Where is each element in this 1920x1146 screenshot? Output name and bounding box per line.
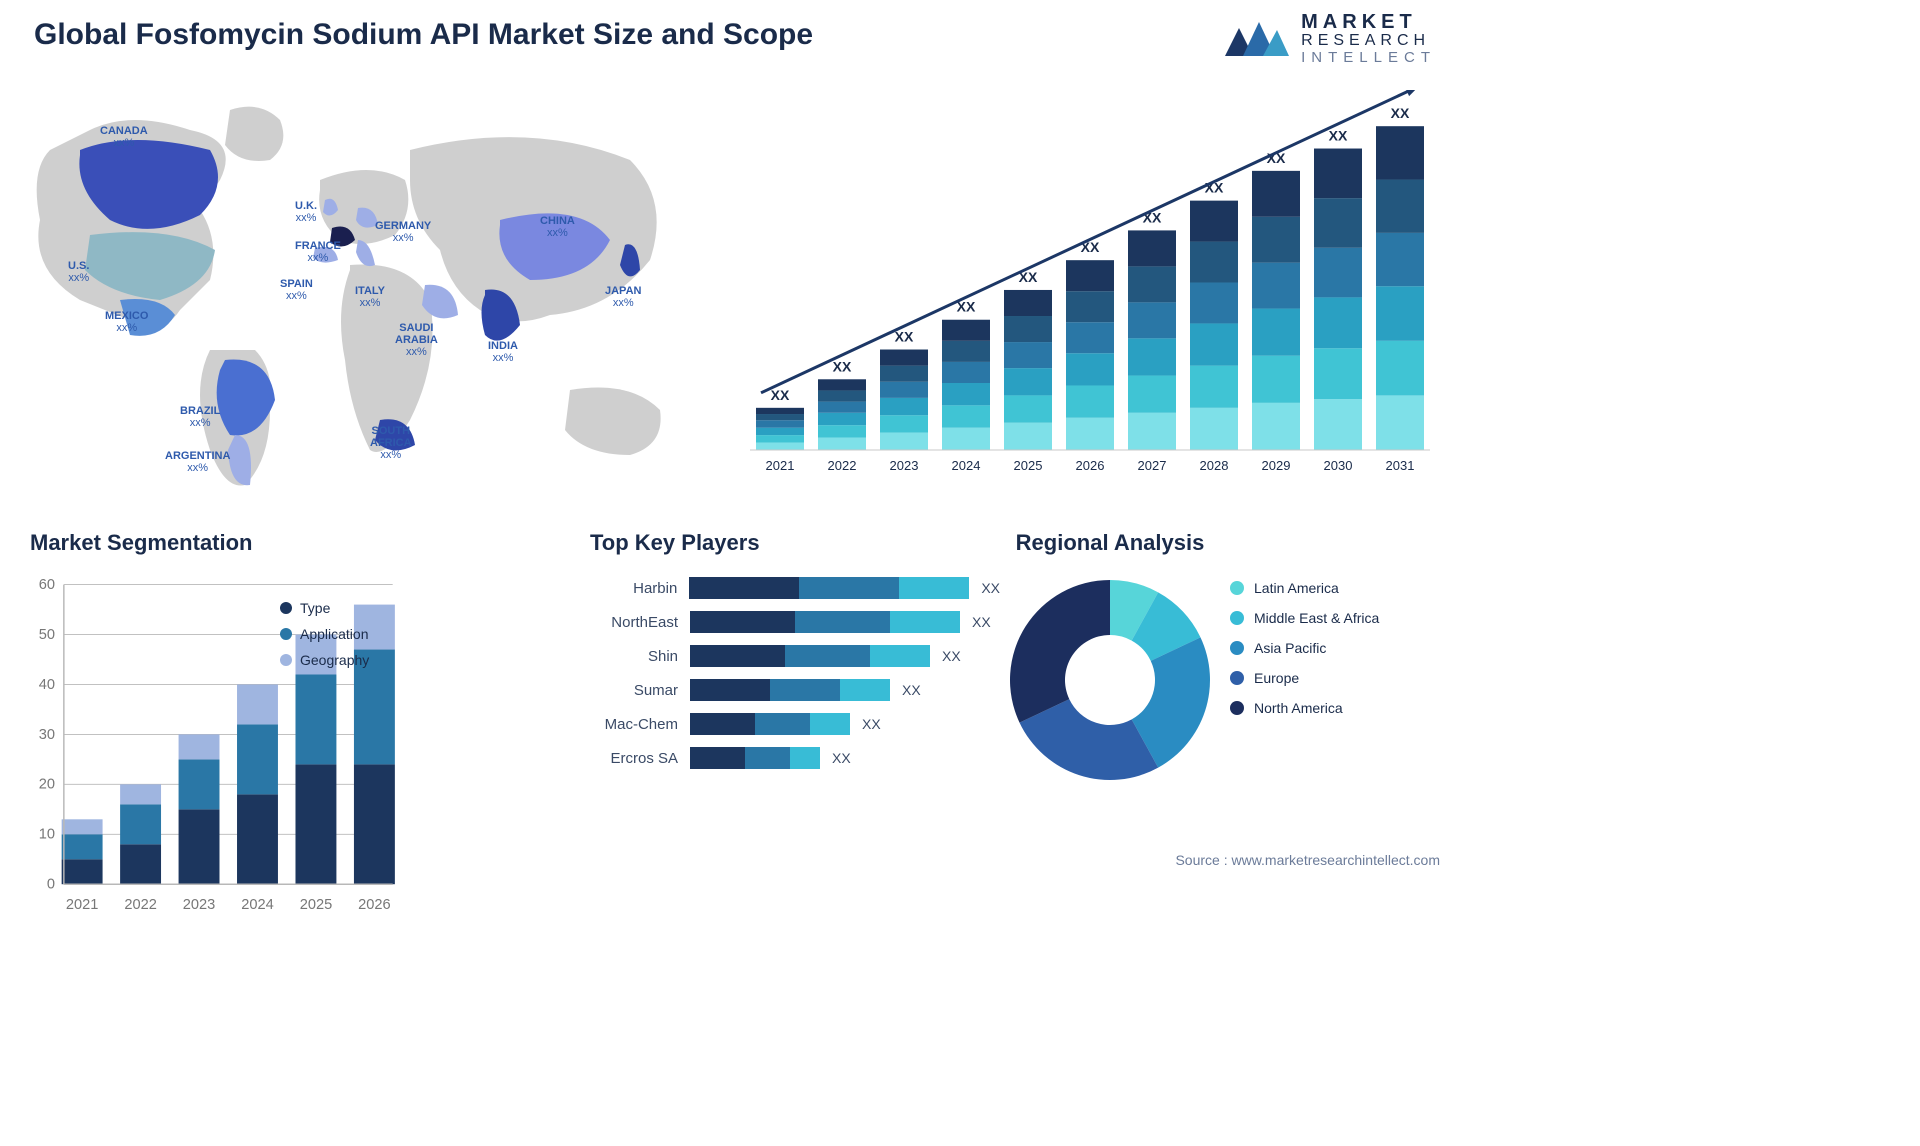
svg-text:XX: XX	[1391, 105, 1410, 121]
map-label: ITALYxx%	[355, 285, 385, 309]
page-title: Global Fosfomycin Sodium API Market Size…	[34, 18, 813, 52]
player-value: XX	[832, 750, 851, 766]
player-bar	[690, 747, 820, 769]
player-value: XX	[862, 716, 881, 732]
map-label: SAUDIARABIAxx%	[395, 322, 438, 358]
svg-text:2031: 2031	[1386, 458, 1415, 473]
svg-text:2024: 2024	[952, 458, 981, 473]
map-label: INDIAxx%	[488, 340, 518, 364]
svg-text:XX: XX	[1329, 128, 1348, 144]
svg-text:2030: 2030	[1324, 458, 1353, 473]
svg-text:XX: XX	[895, 329, 914, 345]
map-label: SPAINxx%	[280, 278, 313, 302]
svg-text:2022: 2022	[828, 458, 857, 473]
svg-text:2026: 2026	[358, 897, 391, 913]
legend-item: Application	[280, 626, 369, 642]
player-value: XX	[972, 614, 991, 630]
player-name: NorthEast	[580, 614, 690, 631]
svg-text:2028: 2028	[1200, 458, 1229, 473]
logo-mark-icon	[1223, 16, 1291, 62]
player-value: XX	[902, 682, 921, 698]
source-attribution: Source : www.marketresearchintellect.com	[1175, 852, 1440, 868]
player-bar	[690, 713, 850, 735]
logo-text-2: RESEARCH	[1301, 33, 1436, 50]
logo-text-1: MARKET	[1301, 12, 1436, 33]
legend-item: Europe	[1230, 670, 1440, 686]
legend-item: Latin America	[1230, 580, 1440, 596]
legend-item: Type	[280, 600, 369, 616]
player-bar	[689, 577, 969, 599]
logo-text-3: INTELLECT	[1301, 50, 1436, 66]
player-row: NorthEast XX	[580, 609, 1000, 635]
svg-text:2023: 2023	[890, 458, 919, 473]
legend-item: North America	[1230, 700, 1440, 716]
players-header: Top Key Players	[590, 530, 760, 556]
svg-text:50: 50	[39, 627, 55, 643]
map-label: FRANCExx%	[295, 240, 341, 264]
svg-text:2026: 2026	[1076, 458, 1105, 473]
main-growth-chart: XX2021XX2022XX2023XX2024XX2025XX2026XX20…	[740, 90, 1440, 490]
legend-item: Middle East & Africa	[1230, 610, 1440, 626]
svg-text:2021: 2021	[66, 897, 99, 913]
player-row: Sumar XX	[580, 677, 1000, 703]
player-value: XX	[981, 580, 1000, 596]
player-row: Harbin XX	[580, 575, 1000, 601]
map-label: ARGENTINAxx%	[165, 450, 230, 474]
regional-header: Regional Analysis	[1000, 530, 1220, 556]
svg-text:60: 60	[39, 577, 55, 593]
player-name: Mac-Chem	[580, 716, 690, 733]
svg-text:2021: 2021	[766, 458, 795, 473]
key-players-chart: HarbinXXNorthEastXXShinXXSumarXXMac-Chem…	[580, 575, 1000, 779]
svg-text:0: 0	[47, 877, 55, 893]
player-name: Ercros SA	[580, 750, 690, 767]
svg-text:XX: XX	[771, 387, 790, 403]
segmentation-legend: Type Application Geography	[280, 600, 369, 678]
player-bar	[690, 679, 890, 701]
legend-item: Geography	[280, 652, 369, 668]
svg-text:2023: 2023	[183, 897, 216, 913]
svg-text:2029: 2029	[1262, 458, 1291, 473]
svg-text:2024: 2024	[241, 897, 274, 913]
svg-text:30: 30	[39, 727, 55, 743]
svg-text:2022: 2022	[124, 897, 157, 913]
regional-donut	[1000, 570, 1220, 790]
map-label: MEXICOxx%	[105, 310, 148, 334]
player-bar	[690, 611, 960, 633]
player-row: Ercros SA XX	[580, 745, 1000, 771]
svg-text:2027: 2027	[1138, 458, 1167, 473]
map-label: CHINAxx%	[540, 215, 575, 239]
map-label: U.K.xx%	[295, 200, 317, 224]
player-value: XX	[942, 648, 961, 664]
player-row: Mac-Chem XX	[580, 711, 1000, 737]
regional-legend: Latin America Middle East & Africa Asia Pa…	[1230, 580, 1440, 730]
svg-text:40: 40	[39, 677, 55, 693]
map-label: SOUTHAFRICAxx%	[370, 425, 412, 461]
brand-logo: MARKET RESEARCH INTELLECT	[1223, 12, 1436, 66]
svg-text:2025: 2025	[1014, 458, 1043, 473]
svg-text:XX: XX	[833, 358, 852, 374]
world-map: CANADAxx% U.S.xx% MEXICOxx% BRAZILxx% ARGENT…	[10, 90, 710, 500]
legend-item: Asia Pacific	[1230, 640, 1440, 656]
segmentation-header: Market Segmentation	[30, 530, 253, 556]
map-label: GERMANYxx%	[375, 220, 431, 244]
map-label: JAPANxx%	[605, 285, 641, 309]
player-row: Shin XX	[580, 643, 1000, 669]
player-bar	[690, 645, 930, 667]
player-name: Sumar	[580, 682, 690, 699]
player-name: Shin	[580, 648, 690, 665]
map-label: U.S.xx%	[68, 260, 89, 284]
map-label: BRAZILxx%	[180, 405, 220, 429]
map-label: CANADAxx%	[100, 125, 148, 149]
svg-text:20: 20	[39, 777, 55, 793]
player-name: Harbin	[580, 580, 689, 597]
svg-text:2025: 2025	[300, 897, 333, 913]
svg-text:10: 10	[39, 827, 55, 843]
